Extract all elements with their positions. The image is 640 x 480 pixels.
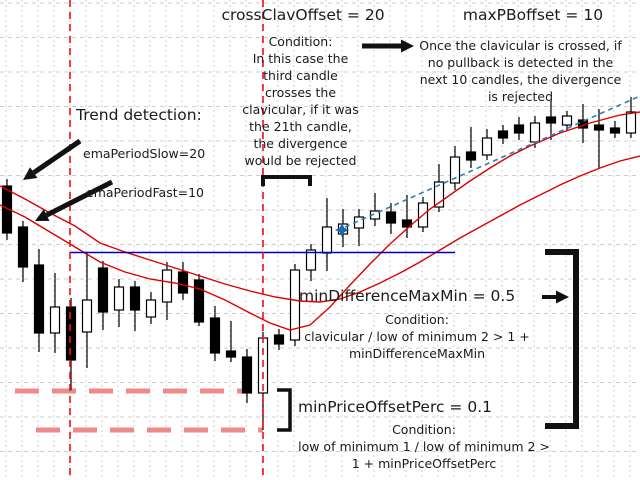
candle xyxy=(401,219,413,228)
clavicular-range-bracket xyxy=(545,249,579,429)
price-offset-bracket xyxy=(277,388,292,432)
candle xyxy=(97,267,109,313)
crossclav-condition-text: Condition: In this case the third candle… xyxy=(242,34,359,168)
trend-detection-title: Trend detection: xyxy=(76,106,202,124)
trend-line xyxy=(344,95,640,228)
candle xyxy=(529,122,541,143)
candle xyxy=(497,130,509,139)
candle xyxy=(513,124,525,134)
ema-slow-arrow-icon xyxy=(23,167,38,180)
candle xyxy=(113,286,125,311)
ema-fast-arrow-icon xyxy=(35,209,50,221)
ema-fast-line xyxy=(0,111,640,331)
candle xyxy=(273,334,285,345)
star-icon xyxy=(335,223,349,237)
mindiff-title: minDifferenceMaxMin = 0.5 xyxy=(299,287,516,305)
crossclav-title: crossClavOffset = 20 xyxy=(221,6,385,24)
candle xyxy=(481,137,493,156)
candle xyxy=(625,111,637,134)
candle xyxy=(225,350,237,358)
candle xyxy=(193,279,205,323)
candle xyxy=(433,181,445,208)
candle xyxy=(385,211,397,224)
candle xyxy=(593,124,605,131)
candle xyxy=(129,286,141,311)
candle xyxy=(609,127,621,134)
candle xyxy=(145,299,157,318)
mindiff-condition-text: Condition: clavicular / low of minimum 2… xyxy=(304,312,530,361)
candle xyxy=(177,271,189,294)
ema-fast-arrow-icon xyxy=(45,179,114,218)
candle xyxy=(81,299,93,333)
candle xyxy=(209,317,221,354)
candle xyxy=(33,264,45,334)
minprice-condition-text: Condition: low of minimum 1 / low of min… xyxy=(298,422,550,471)
candle xyxy=(321,226,333,254)
candle xyxy=(241,356,253,394)
maxpb-condition-text: Once the clavicular is crossed, if no pu… xyxy=(419,38,622,104)
candle xyxy=(545,116,557,124)
maxpb-title: maxPBoffset = 10 xyxy=(462,6,604,24)
mindiff-arrow-icon xyxy=(556,290,569,304)
candle xyxy=(65,306,77,361)
candle xyxy=(49,306,61,334)
ema-slow-line xyxy=(0,155,640,303)
candle xyxy=(465,151,477,161)
candle xyxy=(305,249,317,271)
maxpb-arrow-icon xyxy=(401,39,414,53)
candle xyxy=(449,156,461,184)
candle xyxy=(561,115,573,126)
ema-slow-arrow-icon xyxy=(32,138,82,175)
candle xyxy=(161,269,173,303)
candle xyxy=(17,226,29,268)
candle xyxy=(1,185,13,234)
minprice-title: minPriceOffsetPerc = 0.1 xyxy=(298,398,492,416)
candle xyxy=(289,269,301,341)
ema-slow-label: emaPeriodSlow=20 xyxy=(83,146,206,161)
third-candle-bracket xyxy=(261,175,312,186)
ema-fast-label: emaPeriodFast=10 xyxy=(86,185,204,200)
